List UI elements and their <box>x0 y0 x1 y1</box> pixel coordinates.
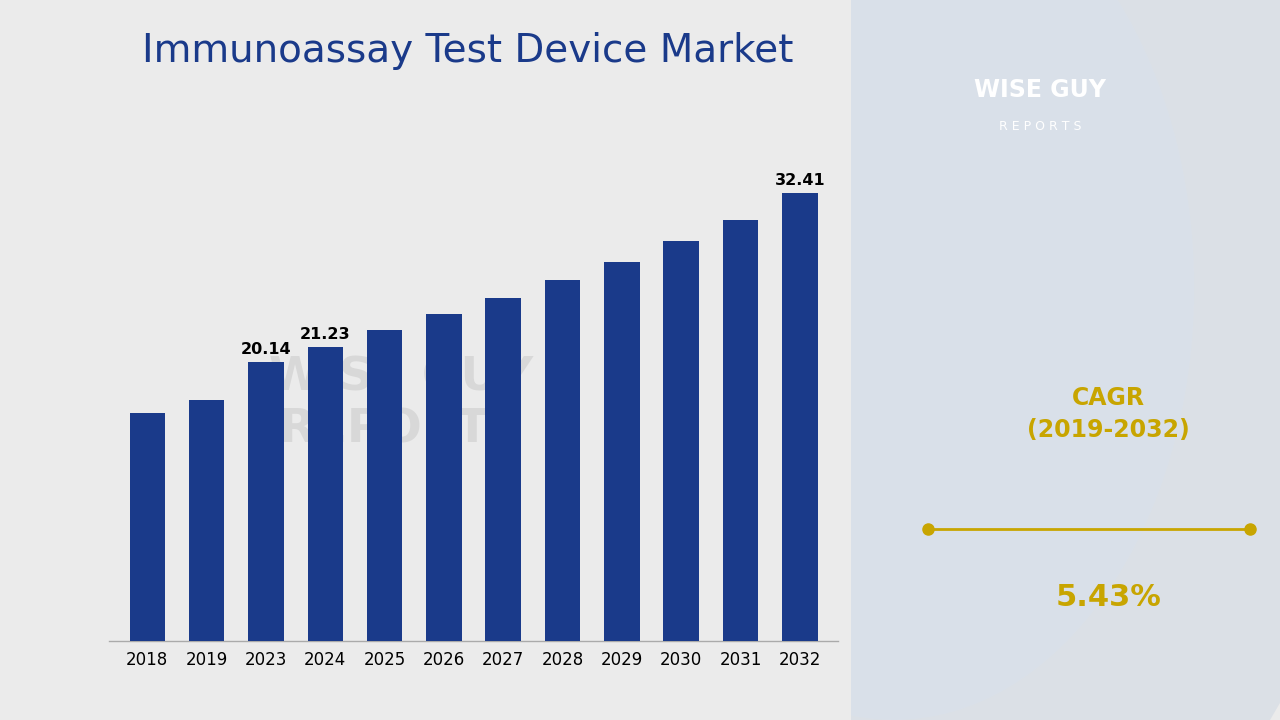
Bar <box>782 192 818 641</box>
Bar <box>307 347 343 641</box>
Text: CAGR
(2019-2032): CAGR (2019-2032) <box>1027 386 1190 442</box>
Text: R E P O R T S: R E P O R T S <box>998 120 1082 132</box>
Bar <box>248 362 284 641</box>
Text: 32.41: 32.41 <box>774 173 826 188</box>
Text: WISE GUY
REPORTS: WISE GUY REPORTS <box>269 356 532 453</box>
Ellipse shape <box>594 0 1194 720</box>
Bar <box>723 220 758 641</box>
Bar <box>545 280 580 641</box>
Bar <box>604 262 640 641</box>
Bar <box>129 413 165 641</box>
Bar <box>426 315 462 641</box>
Text: WISE GUY: WISE GUY <box>974 78 1106 102</box>
Ellipse shape <box>479 0 1280 720</box>
Bar <box>485 298 521 641</box>
Text: Immunoassay Test Device Market: Immunoassay Test Device Market <box>142 32 792 71</box>
Text: 20.14: 20.14 <box>241 343 292 357</box>
Bar <box>367 330 402 641</box>
Bar <box>663 241 699 641</box>
Text: 5.43%: 5.43% <box>1056 583 1161 612</box>
Bar <box>189 400 224 641</box>
Text: 21.23: 21.23 <box>300 328 351 342</box>
